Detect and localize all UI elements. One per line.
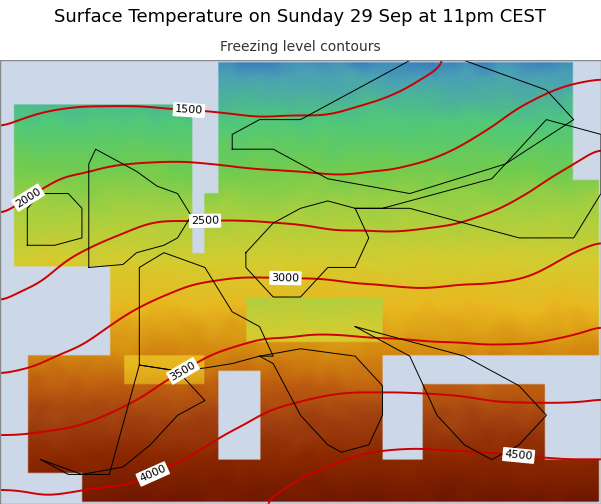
Text: 3000: 3000 — [271, 273, 299, 283]
Text: 2000: 2000 — [14, 186, 43, 209]
Bar — [0, 60, 601, 504]
Text: 3500: 3500 — [168, 359, 198, 382]
Text: 2500: 2500 — [191, 216, 219, 226]
Text: Surface Temperature on Sunday 29 Sep at 11pm CEST: Surface Temperature on Sunday 29 Sep at … — [55, 8, 546, 26]
Text: 4500: 4500 — [504, 449, 533, 462]
Text: 4000: 4000 — [138, 464, 168, 484]
Text: 1500: 1500 — [175, 104, 203, 116]
Text: Freezing level contours: Freezing level contours — [220, 40, 381, 54]
